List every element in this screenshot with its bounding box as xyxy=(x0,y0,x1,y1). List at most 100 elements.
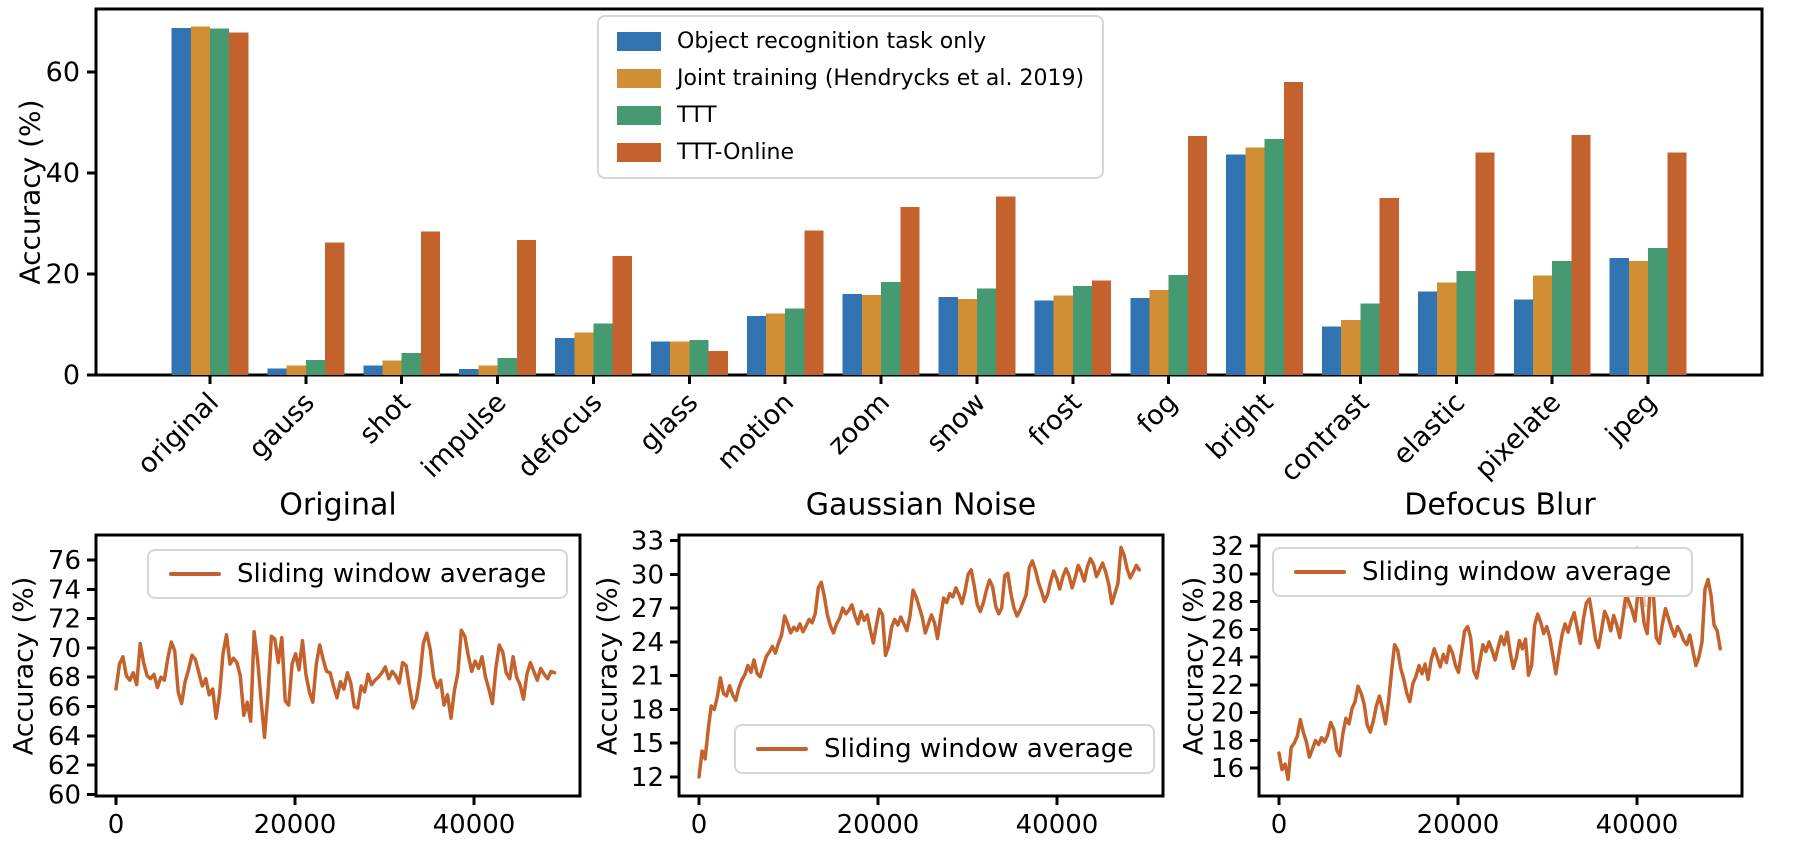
y-tick-label: 26 xyxy=(1211,615,1244,645)
bar-glass-series3 xyxy=(708,350,728,375)
bar-gauss-series3 xyxy=(325,242,345,375)
bar-zoom-series3 xyxy=(900,206,920,375)
y-tick-label: 22 xyxy=(1211,671,1244,701)
y-tick-label: 12 xyxy=(631,763,664,793)
bar-zoom-series0 xyxy=(842,294,862,375)
bar-defocus-series3 xyxy=(612,255,632,375)
y-tick-label: 21 xyxy=(631,662,664,692)
bar-elastic-series0 xyxy=(1417,291,1438,375)
bar-contrast-series3 xyxy=(1379,197,1399,375)
bar-original-series0 xyxy=(171,28,191,376)
bar-contrast-series0 xyxy=(1322,326,1342,375)
bar-frost-series1 xyxy=(1053,295,1073,375)
bar-motion-series0 xyxy=(746,315,767,375)
bar-jpeg-series2 xyxy=(1648,247,1668,375)
subplot-defocus-legend: Sliding window average xyxy=(1272,547,1694,597)
legend-item-sliding-window: Sliding window average xyxy=(1294,557,1671,587)
bar-pixelate-series1 xyxy=(1532,275,1553,375)
subplot-original-y-axis-label: Accuracy (%) xyxy=(8,576,40,756)
sliding-window-line-icon xyxy=(756,746,808,752)
bar-pixelate-series2 xyxy=(1552,260,1572,375)
legend-label: Object recognition task only xyxy=(677,29,987,54)
bar-fog-series1 xyxy=(1149,290,1169,375)
bar-snow-series2 xyxy=(976,288,997,375)
y-tick-label: 30 xyxy=(1211,560,1244,590)
bar-fog-series0 xyxy=(1130,297,1150,375)
bar-motion-series3 xyxy=(804,230,824,375)
legend-label: Sliding window average xyxy=(237,559,547,589)
bar-glass-series1 xyxy=(670,341,690,375)
bar-snow-series0 xyxy=(938,296,958,375)
bar-original-series1 xyxy=(190,26,210,375)
y-tick-label: 32 xyxy=(1211,532,1244,562)
bar-chart-y-axis-label: Accuracy (%) xyxy=(13,99,47,285)
x-tick-label: 20000 xyxy=(1417,810,1500,840)
ttt-online-swatch-icon xyxy=(617,143,661,162)
bar-glass-series0 xyxy=(650,341,671,375)
x-category-label-gauss: gauss xyxy=(243,387,321,465)
ttt-swatch-icon xyxy=(617,106,661,125)
subplot-axes-2 xyxy=(1257,533,1744,798)
bar-impulse-series0 xyxy=(459,368,479,375)
x-category-label-frost: frost xyxy=(1023,387,1088,452)
bar-chart-axes xyxy=(94,7,1764,377)
bar-gauss-series0 xyxy=(267,368,287,375)
x-category-label-fog: fog xyxy=(1131,387,1183,439)
bar-impulse-series3 xyxy=(516,240,537,375)
bar-bright-series1 xyxy=(1245,147,1265,375)
y-tick-label: 76 xyxy=(48,546,81,576)
y-tick-label: 40 xyxy=(46,158,80,189)
legend-label: TTT xyxy=(677,103,717,128)
legend-item-sliding-window: Sliding window average xyxy=(756,734,1133,764)
bar-snow-series3 xyxy=(996,196,1016,375)
x-tick-label: 0 xyxy=(691,810,708,840)
bar-jpeg-series0 xyxy=(1609,257,1629,375)
sliding-window-line-icon xyxy=(1294,569,1346,575)
bar-motion-series2 xyxy=(785,308,805,375)
y-tick-label: 66 xyxy=(48,693,81,723)
x-tick-label: 40000 xyxy=(1596,810,1679,840)
x-tick-label: 40000 xyxy=(433,810,516,840)
y-tick-label: 28 xyxy=(1211,588,1244,618)
bar-elastic-series3 xyxy=(1475,152,1495,375)
bar-original-series3 xyxy=(229,32,249,375)
x-category-label-shot: shot xyxy=(354,387,417,450)
y-tick-label: 70 xyxy=(48,634,81,664)
x-category-label-original: original xyxy=(132,387,225,480)
bar-bright-series3 xyxy=(1283,82,1303,375)
legend-label: TTT-Online xyxy=(677,140,795,165)
x-category-label-pixelate: pixelate xyxy=(1469,387,1567,485)
legend-item-ttt: TTT xyxy=(617,103,1084,128)
bar-contrast-series2 xyxy=(1360,303,1380,375)
bar-pixelate-series3 xyxy=(1571,135,1591,375)
legend-label: Joint training (Hendrycks et al. 2019) xyxy=(677,66,1085,91)
y-tick-label: 20 xyxy=(1211,699,1244,729)
y-tick-label: 30 xyxy=(631,560,664,590)
bar-contrast-series1 xyxy=(1341,319,1361,375)
bar-frost-series2 xyxy=(1072,286,1093,375)
bar-impulse-series1 xyxy=(478,365,498,375)
bar-shot-series2 xyxy=(401,352,421,375)
subplot-defocus-y-axis-label: Accuracy (%) xyxy=(1178,576,1210,756)
sliding-window-line xyxy=(114,628,557,740)
y-tick-label: 24 xyxy=(631,628,664,658)
bar-frost-series0 xyxy=(1034,300,1054,375)
bar-gauss-series2 xyxy=(305,359,326,375)
bar-elastic-series2 xyxy=(1456,271,1476,375)
bar-fog-series3 xyxy=(1187,136,1208,375)
y-tick-label: 60 xyxy=(48,781,81,811)
legend-label: Sliding window average xyxy=(1362,557,1672,587)
sliding-window-line xyxy=(1277,577,1722,782)
y-tick-label: 16 xyxy=(1211,754,1244,784)
y-tick-label: 60 xyxy=(46,57,80,88)
bar-elastic-series1 xyxy=(1437,282,1457,375)
x-category-label-bright: bright xyxy=(1201,387,1280,466)
x-category-label-impulse: impulse xyxy=(416,387,513,484)
joint-training-swatch-icon xyxy=(617,69,661,88)
x-category-label-jpeg: jpeg xyxy=(1599,387,1663,451)
y-tick-label: 62 xyxy=(48,751,81,781)
x-tick-label: 0 xyxy=(1271,810,1288,840)
bar-defocus-series1 xyxy=(574,332,594,375)
bar-fog-series2 xyxy=(1168,275,1188,375)
